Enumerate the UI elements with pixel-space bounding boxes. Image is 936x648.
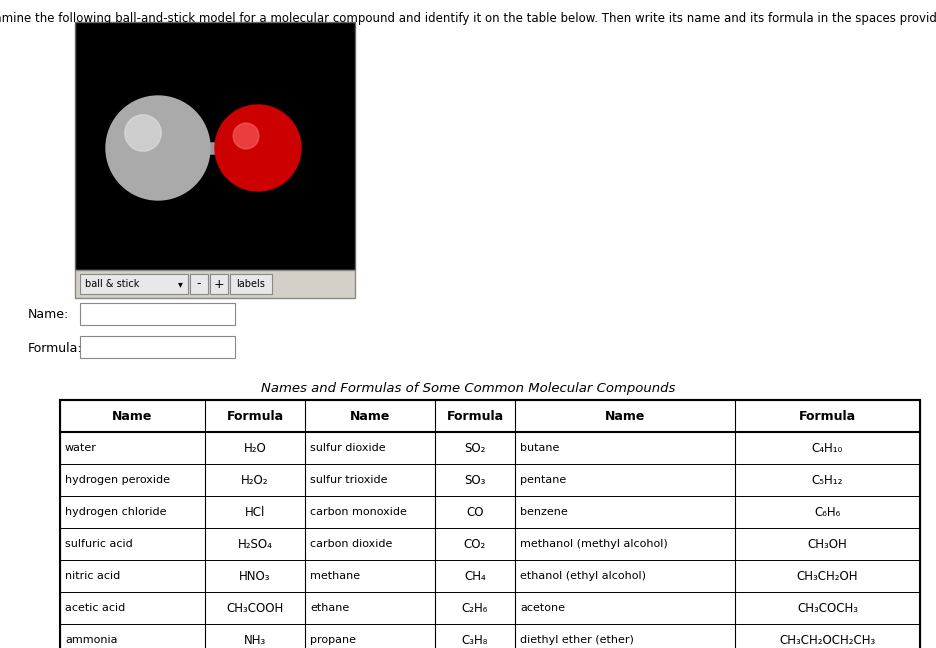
Text: Name: Name [605,410,645,422]
Text: C₂H₆: C₂H₆ [461,601,489,614]
Text: ethane: ethane [310,603,349,613]
Text: Names and Formulas of Some Common Molecular Compounds: Names and Formulas of Some Common Molecu… [261,382,675,395]
Text: acetone: acetone [520,603,565,613]
Text: diethyl ether (ether): diethyl ether (ether) [520,635,634,645]
Text: H₂O₂: H₂O₂ [241,474,269,487]
Text: methanol (methyl alcohol): methanol (methyl alcohol) [520,539,667,549]
FancyBboxPatch shape [190,274,208,294]
Text: SO₃: SO₃ [464,474,486,487]
Text: +: + [213,277,225,290]
Text: ethanol (ethyl alcohol): ethanol (ethyl alcohol) [520,571,646,581]
Text: labels: labels [237,279,266,289]
Text: Formula:: Formula: [28,341,82,354]
Circle shape [142,132,194,184]
Text: hydrogen peroxide: hydrogen peroxide [65,475,170,485]
Text: Name:: Name: [28,308,69,321]
FancyBboxPatch shape [230,274,272,294]
FancyBboxPatch shape [80,303,235,325]
Text: CH₃OH: CH₃OH [808,537,847,551]
Circle shape [233,123,259,149]
Text: ball & stick: ball & stick [85,279,139,289]
Text: benzene: benzene [520,507,568,517]
Text: sulfuric acid: sulfuric acid [65,539,133,549]
Text: CO₂: CO₂ [464,537,486,551]
Text: -: - [197,277,201,290]
Text: NH₃: NH₃ [244,634,266,647]
Text: H₂O: H₂O [243,441,267,454]
Text: Formula: Formula [227,410,284,422]
Text: pentane: pentane [520,475,566,485]
FancyBboxPatch shape [75,270,355,298]
Text: hydrogen chloride: hydrogen chloride [65,507,167,517]
Text: methane: methane [310,571,360,581]
Text: butane: butane [520,443,560,453]
Text: Name: Name [350,410,390,422]
Text: C₃H₈: C₃H₈ [461,634,489,647]
Text: CH₃COOH: CH₃COOH [227,601,284,614]
Text: Formula: Formula [799,410,856,422]
Text: CH₃CH₂OCH₂CH₃: CH₃CH₂OCH₂CH₃ [780,634,875,647]
Text: Examine the following ball-and-stick model for a molecular compound and identify: Examine the following ball-and-stick mod… [0,12,936,25]
FancyBboxPatch shape [80,336,235,358]
Text: Formula: Formula [446,410,504,422]
Text: ammonia: ammonia [65,635,118,645]
Text: C₄H₁₀: C₄H₁₀ [812,441,843,454]
Text: CH₃CH₂OH: CH₃CH₂OH [797,570,858,583]
Text: CO: CO [466,505,484,518]
Text: sulfur dioxide: sulfur dioxide [310,443,386,453]
Text: water: water [65,443,96,453]
Text: HCl: HCl [245,505,265,518]
Text: nitric acid: nitric acid [65,571,120,581]
Text: carbon monoxide: carbon monoxide [310,507,407,517]
Text: propane: propane [310,635,356,645]
Text: ▾: ▾ [178,279,183,289]
Text: CH₄: CH₄ [464,570,486,583]
Circle shape [124,115,161,151]
FancyBboxPatch shape [210,274,228,294]
Text: H₂SO₄: H₂SO₄ [238,537,272,551]
Text: C₆H₆: C₆H₆ [814,505,841,518]
FancyBboxPatch shape [60,400,920,648]
Text: CH₃COCH₃: CH₃COCH₃ [797,601,858,614]
Circle shape [215,105,301,191]
Text: sulfur trioxide: sulfur trioxide [310,475,388,485]
Text: acetic acid: acetic acid [65,603,125,613]
Circle shape [106,96,210,200]
Text: SO₂: SO₂ [464,441,486,454]
Text: Name: Name [112,410,153,422]
Text: HNO₃: HNO₃ [240,570,271,583]
FancyBboxPatch shape [75,22,355,270]
FancyBboxPatch shape [80,274,188,294]
Text: carbon dioxide: carbon dioxide [310,539,392,549]
Text: C₅H₁₂: C₅H₁₂ [812,474,843,487]
